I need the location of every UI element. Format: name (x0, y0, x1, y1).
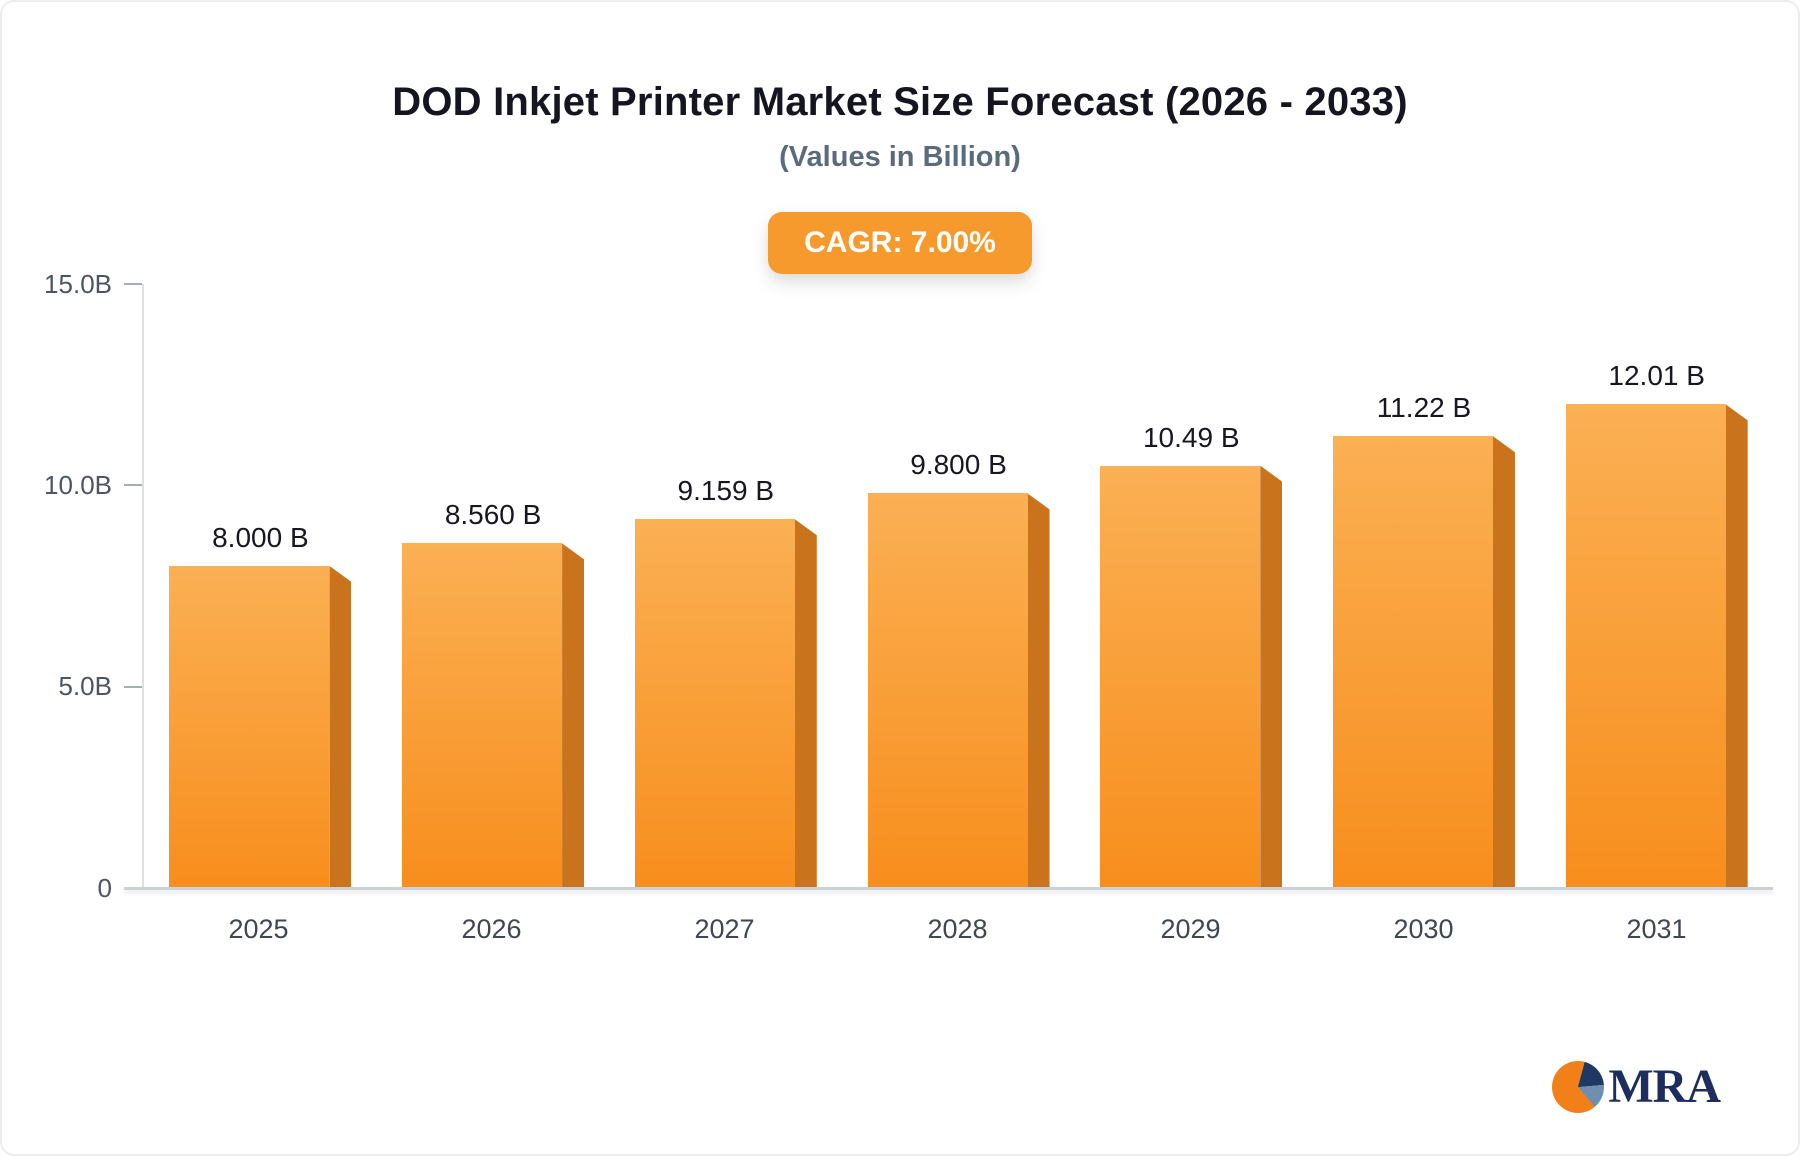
bar-side-face (794, 519, 817, 888)
bar-side-face (1492, 436, 1515, 888)
bar-side-face (329, 565, 352, 888)
y-tick-mark (124, 685, 142, 688)
bar-front-face (169, 565, 330, 888)
y-tick-mark (124, 283, 142, 285)
bar-group: 8.000 B 8.560 B 9.159 B 9.800 B 10.49 B 11.22… (144, 284, 1773, 888)
bar-slot: 9.800 B (842, 449, 1075, 888)
y-tick-label: 10.0B (44, 469, 112, 500)
bar-front-face (402, 543, 563, 888)
mra-logo: MRA (1552, 1059, 1721, 1114)
plot-area: 8.000 B 8.560 B 9.159 B 9.800 B 10.49 B 11.22… (142, 284, 1773, 888)
bar-front-face (867, 493, 1028, 888)
x-axis-label: 2025 (228, 914, 289, 944)
pie-chart-icon (1552, 1060, 1605, 1113)
bar-slot: 11.22 B (1308, 392, 1541, 888)
bar-2026: 8.560 B (402, 499, 585, 888)
bar-front-face (1565, 404, 1726, 888)
bar-slot: 12.01 B (1540, 360, 1773, 888)
x-axis-label: 2028 (927, 914, 988, 944)
bar-2029: 10.49 B (1100, 422, 1283, 888)
bar-2025: 8.000 B (169, 522, 352, 888)
bar-value-label: 9.159 B (677, 475, 775, 507)
bar-value-label: 12.01 B (1608, 360, 1705, 392)
x-axis-label: 2031 (1626, 914, 1687, 944)
x-axis-label: 2029 (1160, 914, 1221, 944)
y-axis: 0 5.0B 10.0B 15.0B (32, 269, 142, 903)
bar-front-face (1332, 436, 1493, 888)
bar-slot: 9.159 B (609, 475, 842, 888)
bar-front-face (634, 519, 795, 888)
x-axis-label: 2026 (461, 914, 522, 944)
bar-2030: 11.22 B (1332, 392, 1515, 888)
y-tick: 10.0B (44, 470, 142, 500)
chart-title: DOD Inkjet Printer Market Size Forecast … (392, 80, 1408, 124)
bar-front-face (1100, 465, 1261, 888)
bar-side-face (1260, 465, 1283, 888)
cagr-badge: CAGR: 7.00% (768, 212, 1032, 274)
chart-subtitle: (Values in Billion) (779, 141, 1021, 173)
x-axis-labels: 2025 2026 2027 2028 2029 2030 2031 (142, 914, 1773, 945)
bar-chart: 0 5.0B 10.0B 15.0B 8.000 B 8.560 B 9.159 B 9.8… (32, 269, 1773, 964)
x-axis-label: 2027 (694, 914, 755, 944)
bar-side-face (1027, 493, 1050, 888)
badge-row: CAGR: 7.00% (2, 212, 1798, 274)
y-tick-mark (124, 484, 142, 487)
y-tick-label: 0 (97, 872, 112, 903)
y-tick: 5.0B (58, 671, 142, 702)
bar-value-label: 8.000 B (212, 521, 309, 553)
mra-logo-text: MRA (1608, 1060, 1721, 1113)
bar-2031: 12.01 B (1565, 360, 1748, 888)
x-axis-label: 2030 (1393, 914, 1454, 944)
bar-side-face (1725, 404, 1748, 888)
bar-slot: 10.49 B (1075, 422, 1308, 888)
bar-side-face (562, 543, 585, 888)
bar-value-label: 8.560 B (444, 499, 542, 531)
y-tick-label: 5.0B (58, 671, 113, 702)
bar-slot: 8.560 B (377, 499, 610, 888)
bar-value-label: 10.49 B (1142, 421, 1240, 453)
bar-slot: 8.000 B (144, 522, 377, 888)
bar-value-label: 11.22 B (1376, 392, 1472, 424)
bar-2028: 9.800 B (867, 449, 1050, 888)
bar-2027: 9.159 B (634, 475, 817, 888)
bar-value-label: 9.800 B (910, 449, 1007, 481)
y-tick-label: 15.0B (44, 268, 112, 299)
x-axis-line (124, 887, 1773, 890)
y-tick: 15.0B (44, 269, 142, 299)
